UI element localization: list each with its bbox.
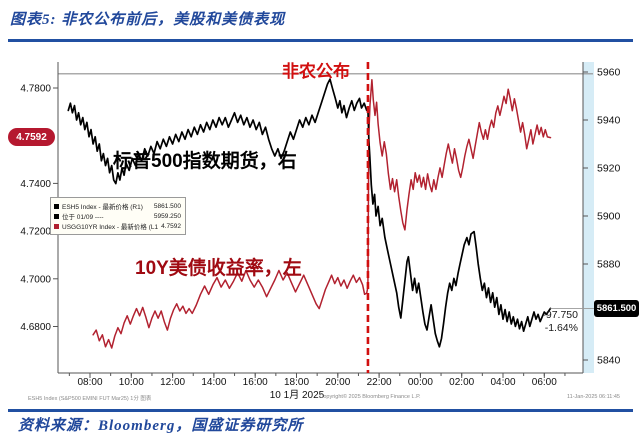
yield-last-price-badge: 4.7592 — [8, 128, 55, 146]
left-tick-label: 4.7400 — [20, 179, 51, 190]
yield-series-label: 10Y美债收益率，左 — [135, 258, 302, 279]
sp500-change-annotation: -97.750 -1.64% — [508, 309, 578, 335]
title-divider — [8, 39, 633, 42]
x-tick-label: 22:00 — [367, 377, 392, 388]
legend-row-es-last: ESH5 Index - 最新价格 (R1) 5861.500 — [54, 201, 181, 211]
right-tick-label: 5960 — [597, 67, 621, 79]
x-tick-label: 04:00 — [490, 377, 515, 388]
legend-label: 位于 01/09 ---- — [62, 214, 104, 221]
x-tick-label: 12:00 — [160, 377, 185, 388]
legend-label: USGG10YR Index - 最新价格 (L1) — [62, 224, 159, 231]
x-tick-label: 14:00 — [201, 377, 226, 388]
x-tick-label: 08:00 — [77, 377, 102, 388]
footer-divider — [8, 409, 633, 412]
left-tick-label: 4.7800 — [20, 84, 51, 95]
sp500-series-label: 标普500指数期货，右 — [113, 151, 297, 172]
legend-row-yield: USGG10YR Index - 最新价格 (L1) 4.7592 — [54, 221, 181, 231]
x-tick-label: 18:00 — [284, 377, 309, 388]
x-tick-label: 00:00 — [408, 377, 433, 388]
legend-value: 5959.250 — [153, 212, 181, 220]
legend-swatch-black — [54, 213, 59, 219]
sp500-last-price-badge: 5861.500 — [594, 300, 639, 317]
left-tick-label: 4.6800 — [20, 322, 51, 333]
bloomberg-footer-security: ESH5 Index (S&P500 EMINI FUT Mar25) 1分 图… — [28, 396, 152, 402]
chart-legend: ESH5 Index - 最新价格 (R1) 5861.500 位于 01/09… — [50, 197, 186, 235]
figure-title: 图表5: 非农公布前后，美股和美债表现 — [10, 12, 286, 28]
right-tick-label: 5900 — [597, 211, 621, 223]
right-tick-label: 5880 — [597, 259, 621, 271]
data-source-note: 资料来源：Bloomberg，国盛证券研究所 — [18, 418, 304, 434]
legend-row-prior-close: 位于 01/09 ---- 5959.250 — [54, 211, 181, 221]
left-tick-label: 4.7200 — [20, 227, 51, 238]
sp500-series-line — [67, 78, 552, 348]
bloomberg-footer-timestamp: 11-Jan-2025 06:11:45 — [566, 394, 620, 400]
x-tick-label: 20:00 — [325, 377, 350, 388]
legend-swatch-black — [54, 203, 59, 209]
change-absolute: -97.750 — [542, 309, 578, 321]
x-tick-label: 06:00 — [532, 377, 557, 388]
x-tick-label: 10:00 — [119, 377, 144, 388]
right-tick-label: 5840 — [597, 355, 621, 367]
legend-label: ESH5 Index - 最新价格 (R1) — [62, 204, 143, 211]
bloomberg-footer-copyright: Copyright© 2025 Bloomberg Finance L.P. — [319, 394, 421, 400]
legend-swatch-red — [54, 223, 59, 229]
legend-value: 4.7592 — [161, 222, 181, 230]
yield-series-line — [92, 78, 552, 349]
x-tick-label: 02:00 — [449, 377, 474, 388]
right-axis-strip — [583, 62, 594, 373]
change-percent: -1.64% — [544, 322, 578, 334]
x-tick-label: 16:00 — [243, 377, 268, 388]
right-tick-label: 5920 — [597, 163, 621, 175]
right-tick-label: 5940 — [597, 115, 621, 127]
event-annotation: 非农公布 — [282, 62, 350, 81]
x-axis-date-label: 10 1月 2025 — [269, 390, 325, 401]
left-tick-label: 4.7000 — [20, 274, 51, 285]
legend-value: 5861.500 — [153, 202, 181, 210]
